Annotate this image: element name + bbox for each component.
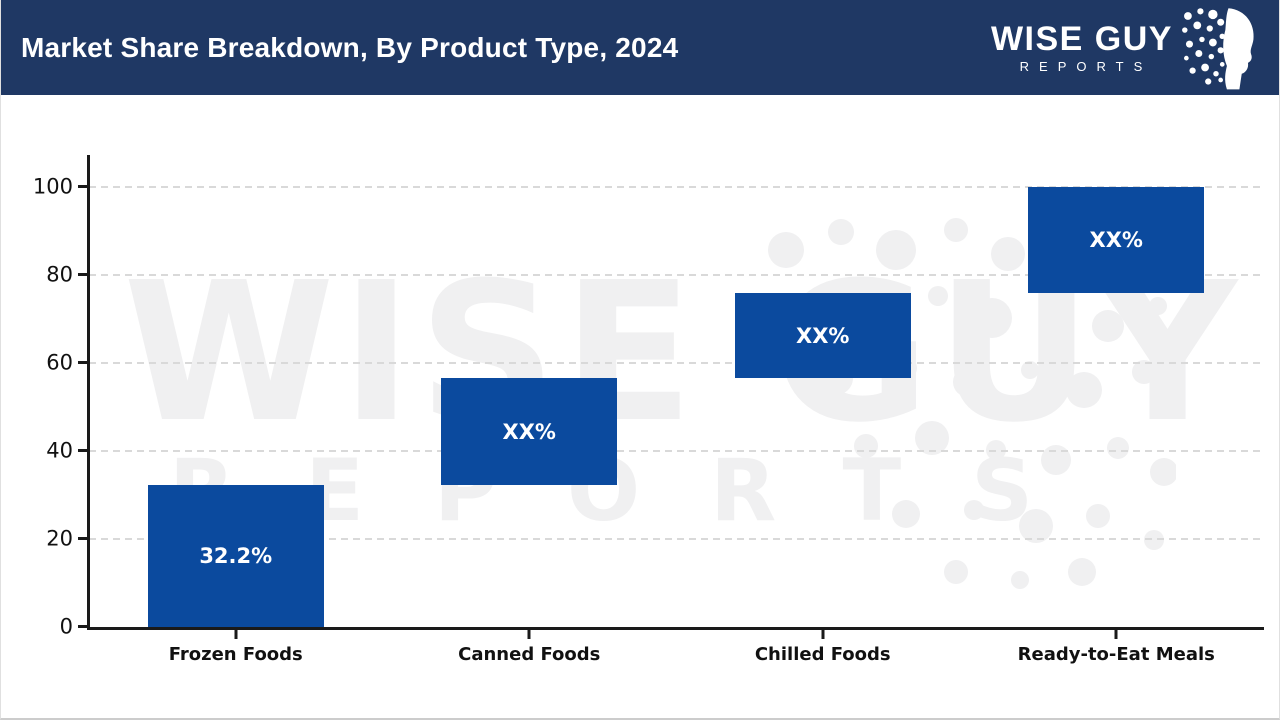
y-tick-label: 60 <box>46 350 73 375</box>
x-axis-line <box>87 627 1264 630</box>
x-tick-mark <box>1114 630 1118 639</box>
bar-value-label: XX% <box>796 323 850 348</box>
bar-value-label: XX% <box>502 419 556 444</box>
waterfall-bar: XX% <box>734 293 911 379</box>
gridline <box>89 362 1263 364</box>
waterfall-bar: 32.2% <box>147 485 324 627</box>
wise-guy-logo-face-icon <box>1182 7 1254 89</box>
wise-guy-logo: WISE GUY REPORTS <box>991 5 1255 91</box>
y-tick-mark <box>78 537 87 540</box>
y-tick-mark <box>78 273 87 276</box>
y-tick-mark <box>78 185 87 188</box>
x-tick-mark <box>821 630 825 639</box>
bar-value-label: XX% <box>1089 228 1143 253</box>
waterfall-bar: XX% <box>1028 187 1205 294</box>
y-tick-label: 80 <box>46 262 73 287</box>
x-category-label: Chilled Foods <box>754 644 891 665</box>
y-tick-label: 40 <box>46 438 73 463</box>
y-axis-line <box>87 155 90 629</box>
page-title: Market Share Breakdown, By Product Type,… <box>21 31 679 63</box>
wise-guy-logo-text: WISE GUY REPORTS <box>991 22 1173 73</box>
bar-value-label: 32.2% <box>199 544 273 569</box>
logo-subtitle: REPORTS <box>1019 59 1153 74</box>
y-tick-mark <box>78 361 87 364</box>
waterfall-bar: XX% <box>441 378 618 486</box>
x-axis-ticks: Frozen Foods Canned Foods Chilled Foods Rea… <box>89 630 1263 690</box>
gridline <box>89 274 1263 276</box>
gridline <box>89 538 1263 540</box>
y-tick-label: 20 <box>46 526 73 551</box>
y-tick-mark <box>78 449 87 452</box>
y-axis-ticks: 0 20 40 60 80 100 <box>1 176 87 637</box>
x-tick-mark <box>234 630 238 639</box>
logo-wordmark: WISE GUY <box>990 20 1173 58</box>
y-tick-label: 0 <box>59 614 73 639</box>
x-category-label: Canned Foods <box>458 644 601 665</box>
gridline <box>89 450 1263 452</box>
header-bar: Market Share Breakdown, By Product Type,… <box>1 0 1279 95</box>
gridline <box>89 186 1263 188</box>
x-category-label: Frozen Foods <box>168 644 303 665</box>
y-tick-mark <box>78 625 87 628</box>
x-category-label: Ready-to-Eat Meals <box>1017 644 1215 665</box>
y-tick-label: 100 <box>32 174 73 199</box>
x-tick-mark <box>527 630 531 639</box>
plot-area: 32.2% XX% XX% XX% <box>89 186 1263 627</box>
